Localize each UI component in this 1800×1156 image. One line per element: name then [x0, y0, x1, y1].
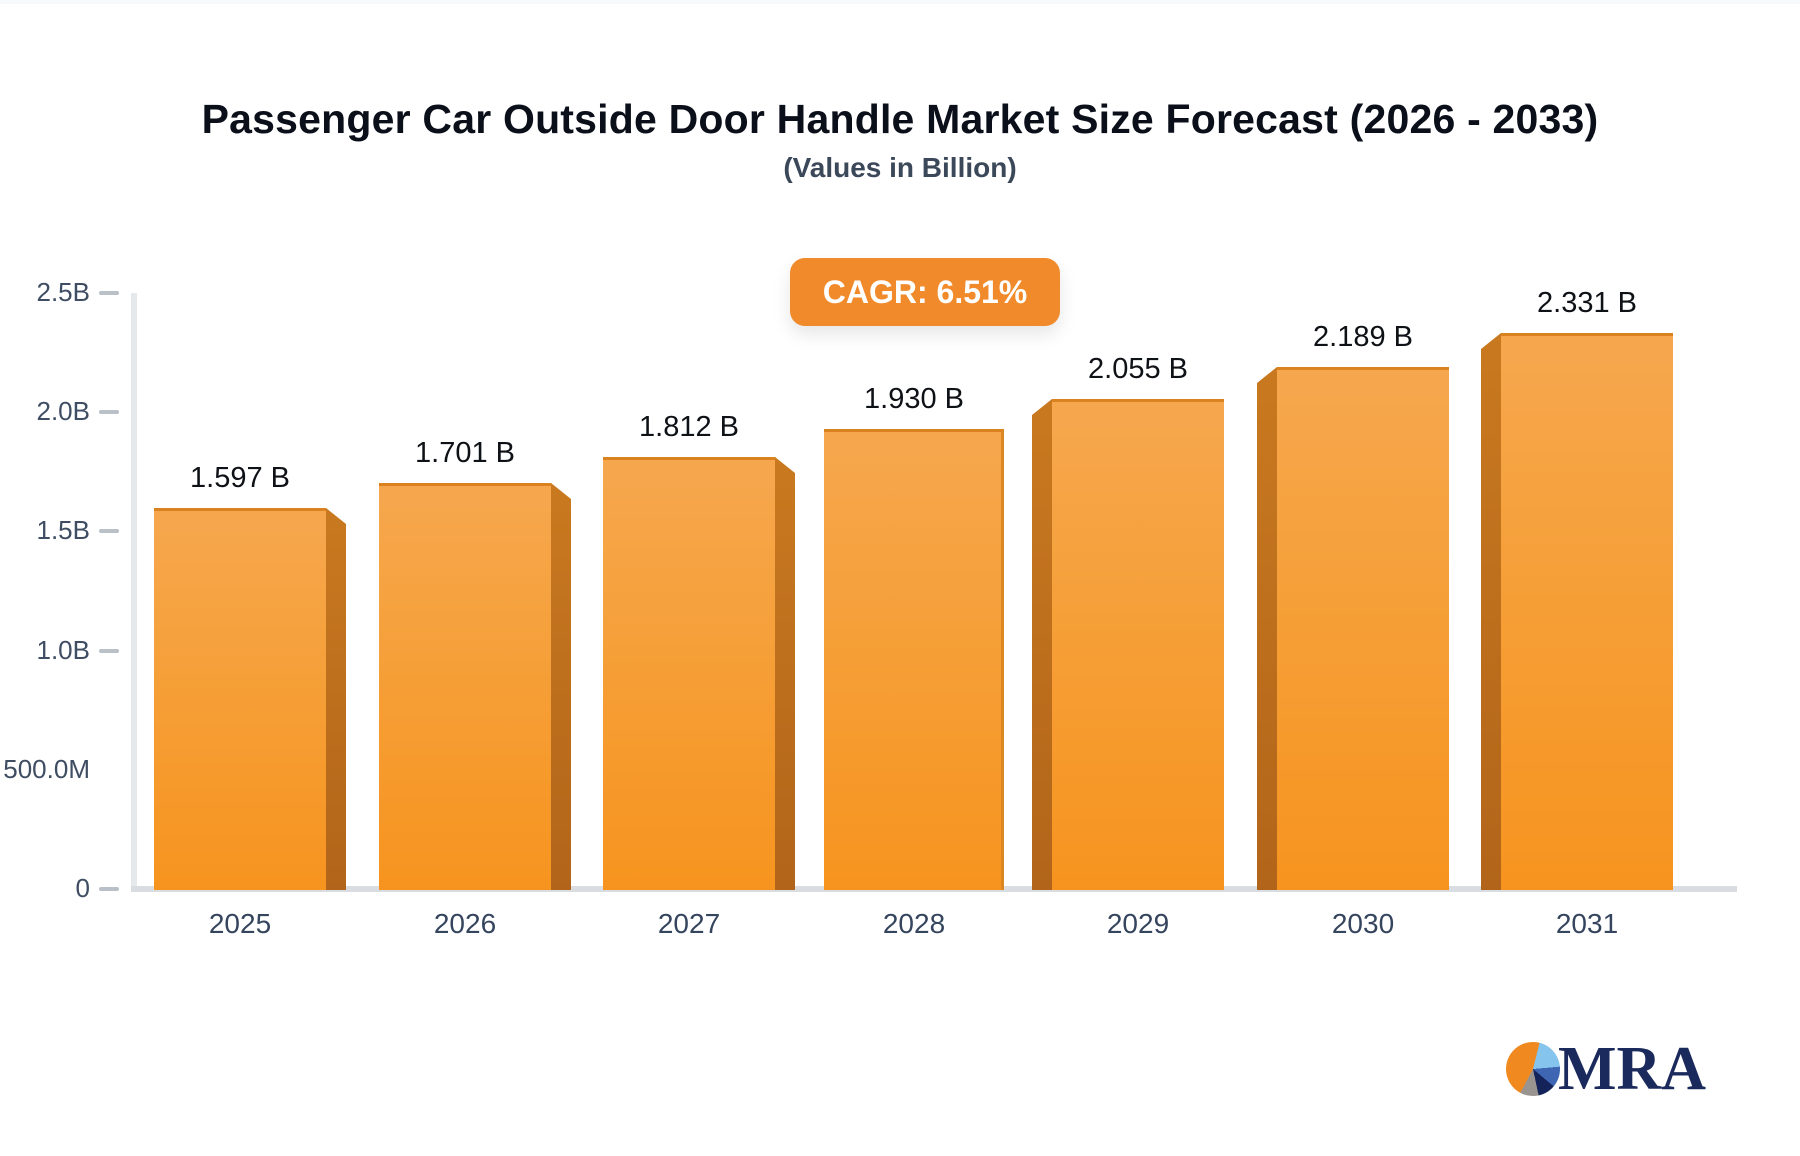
y-axis-tick-label: 500.0M [3, 754, 90, 784]
y-axis-tick-label: 1.0B [36, 635, 91, 665]
bar-3d-side-2029 [1032, 399, 1052, 890]
y-axis-tick-mark [99, 291, 119, 295]
bar-2028 [824, 429, 1004, 890]
y-axis-tick-mark [99, 529, 119, 533]
cagr-badge-label: CAGR: 6.51% [822, 273, 1028, 310]
bar-3d-side-2027 [775, 457, 795, 890]
y-axis-tick-label: 1.5B [36, 515, 91, 545]
bar-2026 [379, 483, 551, 890]
bar-value-label-2030: 2.189 B [1313, 321, 1413, 353]
bar-2027 [603, 457, 775, 890]
x-axis-label-2026: 2026 [433, 908, 497, 939]
bar-3d-side-2026 [551, 483, 571, 890]
bar-value-label-2031: 2.331 B [1537, 287, 1637, 319]
bar-value-label-2025: 1.597 B [190, 462, 290, 494]
x-axis-label-2030: 2030 [1331, 908, 1395, 939]
y-axis-tick-label: 2.0B [36, 396, 91, 426]
y-axis-tick-label: 0 [75, 873, 90, 903]
bar-2025 [154, 508, 326, 890]
y-axis-tick-label: 2.5B [36, 277, 91, 307]
y-axis-tick-mark [99, 887, 119, 891]
y-axis-tick-mark [99, 649, 119, 653]
y-axis-tick-mark [99, 410, 119, 414]
x-axis-label-2025: 2025 [208, 908, 272, 939]
y-axis-line [131, 293, 137, 892]
bar-2031 [1501, 333, 1673, 890]
x-axis-label-2031: 2031 [1555, 908, 1619, 939]
bar-3d-side-2031 [1481, 333, 1501, 890]
chart-subtitle: (Values in Billion) [783, 152, 1017, 183]
brand-logo-text: MRA [1558, 1035, 1707, 1103]
pie-chart-logo-icon [1506, 1042, 1560, 1096]
bar-2029 [1052, 399, 1224, 890]
x-axis-label-2029: 2029 [1106, 908, 1170, 939]
x-axis-label-2027: 2027 [657, 908, 721, 939]
bar-value-label-2027: 1.812 B [639, 411, 739, 443]
brand-logo: MRA [1506, 1035, 1707, 1103]
x-axis-label-2028: 2028 [882, 908, 946, 939]
bar-value-label-2026: 1.701 B [415, 437, 515, 469]
bar-3d-side-2030 [1257, 367, 1277, 890]
bar-2030 [1277, 367, 1449, 890]
bar-3d-side-2025 [326, 508, 346, 890]
bar-value-label-2029: 2.055 B [1088, 353, 1188, 385]
bar-value-label-2028: 1.930 B [864, 383, 964, 415]
cagr-badge: CAGR: 6.51% [790, 258, 1060, 326]
page-title: Passenger Car Outside Door Handle Market… [201, 96, 1599, 142]
